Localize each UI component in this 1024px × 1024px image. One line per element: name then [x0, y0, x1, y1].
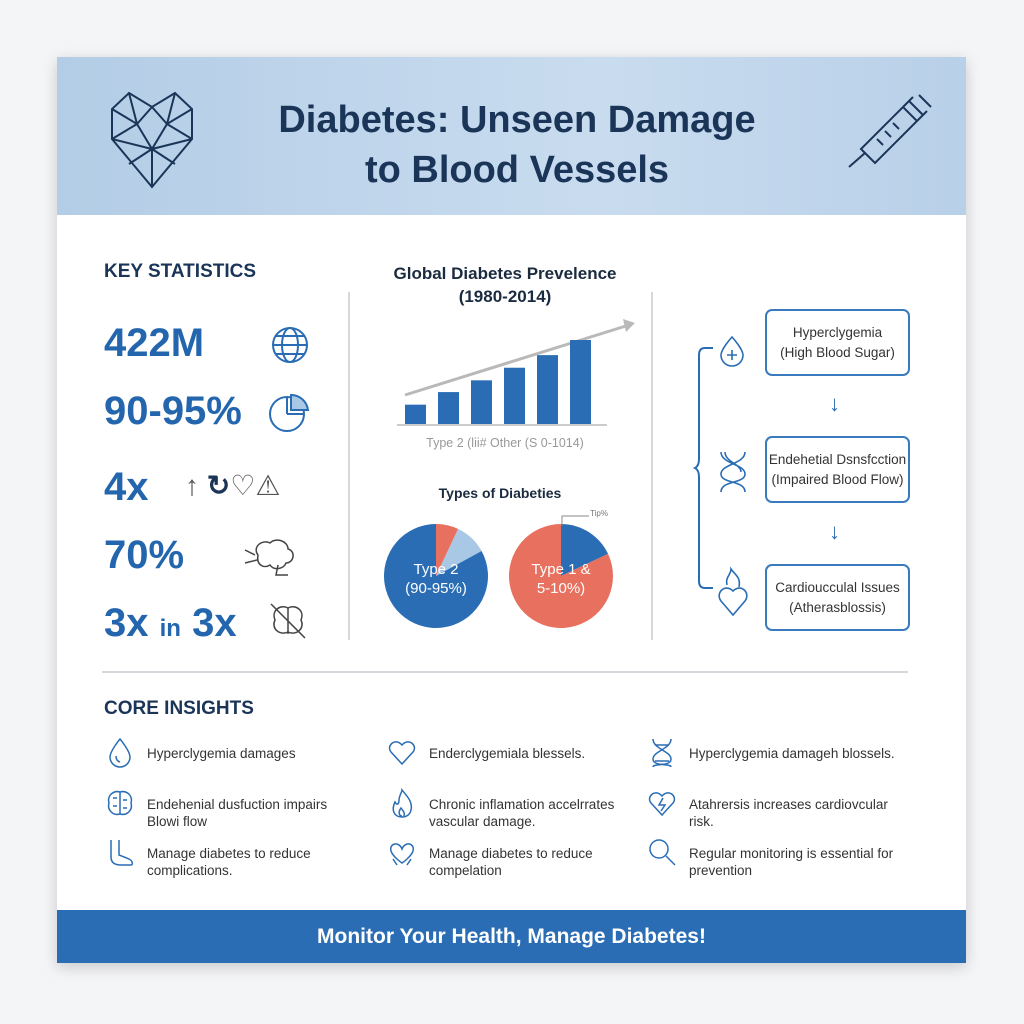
- pie-label: Type 2 (90-95%): [384, 560, 488, 598]
- insight-text: Manage diabetes to reduce complications.: [147, 846, 311, 878]
- syringe-icon: [848, 94, 932, 168]
- flow-step-endothelial: Endehetial Dsnsfcction (Impaired Blood Fl…: [765, 436, 910, 503]
- flow-step-title: Hyperclygemia: [792, 324, 883, 340]
- pie-slice: [561, 524, 609, 576]
- broken-heart-icon: [648, 792, 676, 817]
- brain-icon: [244, 539, 294, 576]
- pie-label-line: Type 2: [413, 561, 459, 578]
- bar-chart-title: Global Diabetes Prevelence (1980-2014): [370, 262, 640, 308]
- insight-text: Atahrersis increases cardiovcular risk.: [689, 797, 888, 829]
- bar: [438, 392, 459, 424]
- blood-drop-icon: [720, 335, 744, 367]
- footer-banner: Monitor Your Health, Manage Diabetes!: [57, 910, 966, 963]
- bar-chart: [397, 319, 635, 426]
- pie-callout: Tip%: [590, 509, 608, 518]
- stat-value: 422M: [104, 321, 205, 365]
- pie-icon: [269, 393, 310, 432]
- burning-heart-icon: [718, 566, 748, 617]
- pie-slice: [436, 528, 482, 576]
- callout-line: [561, 515, 589, 526]
- flow-arrow: ↓: [829, 519, 840, 544]
- header-band: Diabetes: Unseen Damage to Blood Vessels: [57, 57, 966, 215]
- pie-chart-type2: [384, 524, 488, 628]
- trend-arrow: [404, 323, 630, 397]
- stat-value: 4x: [104, 465, 149, 509]
- heart-hands-icon: [390, 843, 414, 866]
- pie-label-line: (90-95%): [405, 580, 467, 597]
- stat-row: 3x in 3x: [104, 601, 237, 646]
- insight-text: Regular monitoring is essential for prev…: [689, 846, 894, 878]
- stat-value: 70%: [104, 533, 185, 577]
- brain-icon: [107, 790, 133, 816]
- flow-bracket: [692, 347, 713, 589]
- insight-text: Enderclygemiala blessels.: [429, 746, 586, 761]
- divider: [651, 292, 653, 640]
- pie-chart-type1: [509, 524, 613, 628]
- heart-icon: [388, 741, 416, 766]
- flow-arrow: ↓: [829, 391, 840, 416]
- bar: [471, 380, 492, 424]
- heart-warning-icon: ↑ ↻♡⚠: [185, 470, 281, 501]
- globe-icon: [272, 327, 308, 363]
- pie-slice: [436, 524, 459, 576]
- dna-icon: [652, 738, 672, 768]
- flow-step-hyperglycemia: Hyperclygemia (High Blood Sugar): [765, 309, 910, 376]
- pie-label: Type 1 & 5-10%): [509, 560, 613, 598]
- flow-step-subtitle: (Atherasblossis): [789, 599, 886, 615]
- insight-text: Hyperclygemia damages: [147, 746, 296, 761]
- pie-label-line: Type 1 &: [531, 561, 591, 578]
- trend-arrow-head: [623, 319, 635, 332]
- bar: [405, 404, 426, 424]
- geometric-heart-icon: [111, 91, 193, 189]
- pie-label-line: 5-10%): [536, 580, 586, 597]
- pie-chart-title: Types of Diabeties: [438, 485, 562, 501]
- insight-text: Manage diabetes to reduce compelation: [429, 846, 593, 878]
- stat-connector: in: [159, 615, 181, 642]
- flow-step-subtitle: (Impaired Blood Flow): [771, 471, 904, 487]
- section-divider: [102, 671, 908, 673]
- insight-text: Hyperclygemia damageh blossels.: [689, 746, 895, 761]
- pie-slice: [384, 524, 488, 628]
- insight-text: Chronic inflamation accelrrates vascular…: [429, 797, 615, 829]
- title-line-2: to Blood Vessels: [364, 149, 670, 191]
- flow-step-title: Cardioucculal Issues: [775, 579, 900, 595]
- bar-chart-title-line: Global Diabetes Prevelence: [393, 264, 617, 283]
- title-line-1: Diabetes: Unseen Damage: [278, 99, 756, 141]
- bar-chart-xlabel: Type 2 (lii# Other (S 0-1014): [426, 436, 584, 450]
- bar: [504, 367, 525, 424]
- drop-icon: [109, 737, 131, 768]
- pie-slice: [509, 524, 613, 628]
- stat-value: 3x: [104, 601, 149, 645]
- stat-value: 90-95%: [104, 389, 242, 433]
- insight-text: Endehenial dusfuction impairs Blowi flow: [147, 797, 328, 829]
- bar: [570, 340, 591, 424]
- core-insights-heading: CORE INSIGHTS: [104, 698, 254, 719]
- flow-step-cardiovascular: Cardioucculal Issues (Atherasblossis): [765, 564, 910, 631]
- flow-step-subtitle: (High Blood Sugar): [780, 344, 895, 360]
- key-statistics-heading: KEY STATISTICS: [104, 261, 257, 282]
- brain-crossed-icon: [270, 603, 306, 639]
- divider: [348, 292, 350, 640]
- foot-icon: [110, 840, 134, 866]
- page-title: Diabetes: Unseen Damage to Blood Vessels: [227, 95, 807, 195]
- blood-vessel-icon: [720, 451, 746, 493]
- bar-chart-title-line: (1980-2014): [458, 287, 552, 306]
- infographic-card: Diabetes: Unseen Damage to Blood Vessels…: [57, 57, 966, 963]
- bar: [537, 355, 558, 424]
- magnifier-icon: [649, 839, 676, 866]
- flame-icon: [392, 787, 413, 818]
- flow-step-title: Endehetial Dsnsfcction: [768, 451, 907, 467]
- stat-value: 3x: [192, 601, 237, 645]
